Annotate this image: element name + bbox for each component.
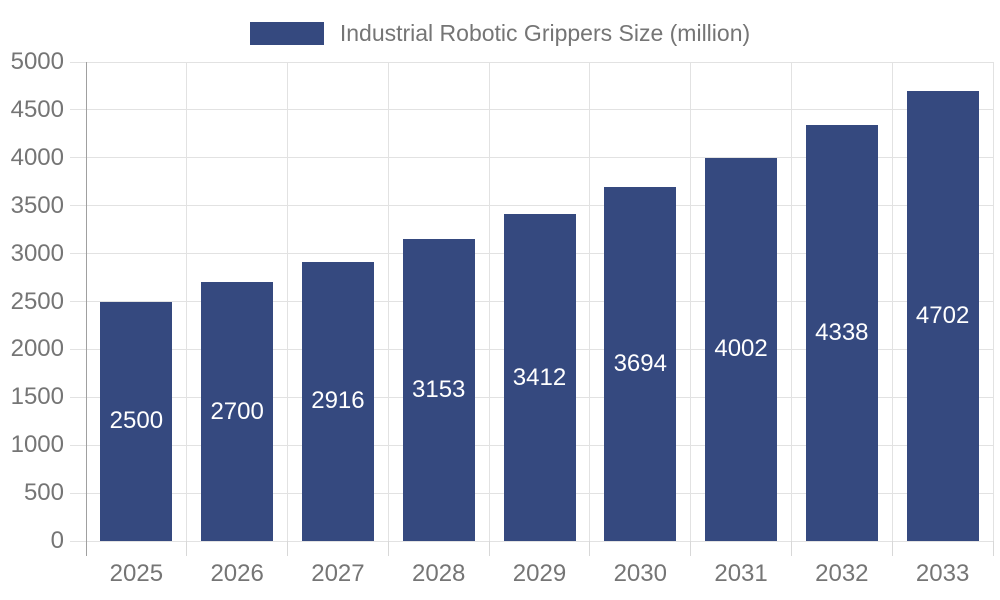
y-axis-tick-label: 5000 [10,48,64,75]
x-axis-tick [387,541,389,556]
y-axis-tick-label: 3500 [10,191,64,219]
gridline-horizontal [70,540,993,542]
x-axis-tick-label: 2029 [512,560,567,587]
bar-value-label: 4002 [714,335,768,363]
bar-2026[interactable] [201,282,274,541]
bar-2031[interactable] [705,157,778,541]
bar-value-label: 2500 [109,407,164,435]
gridline-vertical [992,62,994,541]
gridline-vertical [891,62,893,541]
gridline-horizontal [70,61,993,63]
gridline-horizontal [70,109,993,111]
bar-2032[interactable] [805,125,878,541]
y-axis-tick-label: 2500 [10,287,64,315]
gridline-vertical [790,62,792,541]
bar-2033[interactable] [906,90,979,541]
x-axis-tick [690,541,692,556]
gridline-vertical [186,62,188,541]
x-axis-tick-label: 2026 [210,560,264,587]
x-axis-tick-label: 2028 [412,560,466,587]
y-axis-tick-label: 500 [23,479,64,507]
x-axis-tick-label: 2033 [915,560,970,587]
bar-2029[interactable] [503,214,576,541]
bar-2027[interactable] [301,261,374,541]
legend-swatch-icon [249,22,324,45]
gridline-vertical [387,62,389,541]
x-axis-tick [488,541,490,556]
x-axis-tick [287,541,289,556]
x-axis-tick-label: 2027 [311,560,365,587]
bar-value-label: 3694 [613,350,667,378]
y-axis-tick-label: 1000 [10,431,64,459]
bar-value-label: 2916 [311,387,365,415]
x-axis-tick-label: 2032 [815,560,869,587]
chart-legend[interactable]: Industrial Robotic Grippers Size (millio… [0,20,1000,47]
x-axis-tick [992,541,994,556]
x-axis-tick-label: 2025 [109,560,164,587]
bar-2025[interactable] [100,301,173,541]
y-axis-tick-label: 1500 [10,383,64,411]
bar-2030[interactable] [604,187,677,541]
y-axis-tick-label: 2000 [10,335,64,363]
gridline-vertical [287,62,289,541]
x-axis-tick [891,541,893,556]
gridline-horizontal [70,205,993,207]
bar-value-label: 4338 [815,319,869,347]
bar-value-label: 2700 [210,397,264,425]
bar-value-label: 4702 [915,301,970,329]
x-axis-tick-label: 2030 [613,560,667,587]
bar-2028[interactable] [402,238,475,541]
legend-label: Industrial Robotic Grippers Size (millio… [339,20,751,46]
y-axis-line [85,62,87,556]
x-axis-tick-label: 2031 [714,560,768,587]
gridline-vertical [690,62,692,541]
x-axis-tick [186,541,188,556]
x-axis-tick [790,541,792,556]
gridline-vertical [488,62,490,541]
gridline-horizontal [70,157,993,159]
bar-value-label: 3412 [512,363,567,391]
gridline-vertical [589,62,591,541]
y-axis-tick-label: 4000 [10,143,64,171]
y-axis-tick-label: 3000 [10,239,64,267]
y-axis-tick-label: 4500 [10,95,64,123]
bar-value-label: 3153 [412,375,466,403]
y-axis-tick-label: 0 [50,527,64,554]
x-axis-tick [589,541,591,556]
